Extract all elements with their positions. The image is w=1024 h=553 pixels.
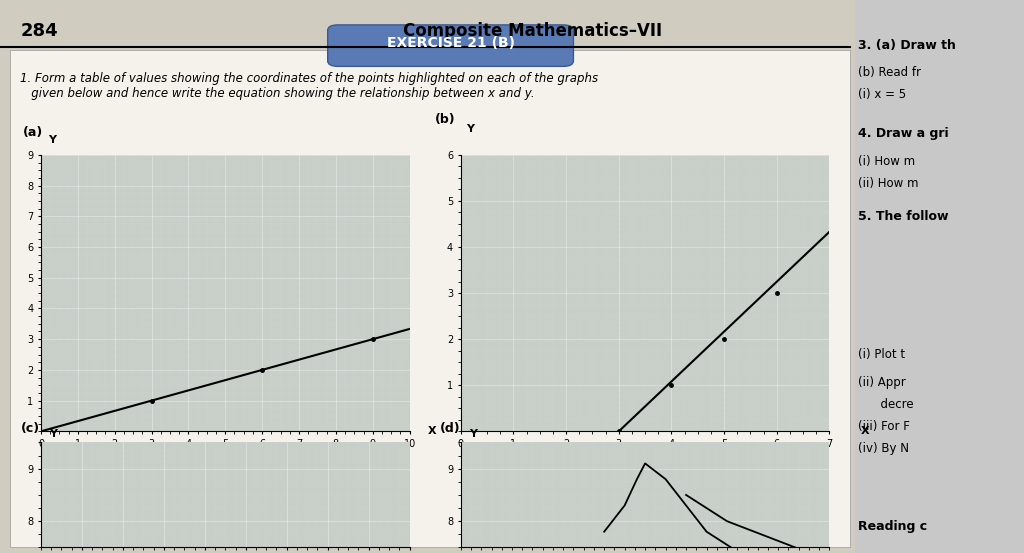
FancyBboxPatch shape	[855, 0, 1024, 553]
FancyBboxPatch shape	[10, 50, 850, 547]
Text: EXERCISE 21 (B): EXERCISE 21 (B)	[387, 36, 514, 50]
Text: X: X	[861, 426, 869, 436]
Text: Reading c: Reading c	[858, 520, 928, 533]
Text: 3. (a) Draw th: 3. (a) Draw th	[858, 39, 956, 52]
Text: Y: Y	[49, 429, 57, 439]
FancyBboxPatch shape	[328, 25, 573, 66]
Text: (i) x = 5: (i) x = 5	[858, 88, 906, 102]
Text: (b): (b)	[434, 113, 455, 126]
Text: 1. Form a table of values showing the coordinates of the points highlighted on e: 1. Form a table of values showing the co…	[20, 72, 599, 100]
Text: (iii) For F: (iii) For F	[858, 420, 910, 434]
Text: Y: Y	[48, 134, 56, 144]
Text: (c): (c)	[20, 422, 40, 435]
Text: (iv) By N: (iv) By N	[858, 442, 909, 456]
Text: (i) Plot t: (i) Plot t	[858, 348, 905, 362]
Text: Composite Mathematics–VII: Composite Mathematics–VII	[402, 22, 663, 40]
Text: 4. Draw a gri: 4. Draw a gri	[858, 127, 949, 140]
Text: X: X	[428, 426, 436, 436]
Text: 5. The follow: 5. The follow	[858, 210, 948, 223]
Text: (a): (a)	[23, 127, 43, 139]
Text: decre: decre	[858, 398, 913, 411]
Text: (i) How m: (i) How m	[858, 155, 915, 168]
Text: Y: Y	[469, 429, 477, 439]
Text: (d): (d)	[440, 422, 461, 435]
Text: (ii) How m: (ii) How m	[858, 177, 919, 190]
Text: (ii) Appr: (ii) Appr	[858, 376, 906, 389]
Text: (b) Read fr: (b) Read fr	[858, 66, 922, 80]
Text: Y: Y	[466, 124, 474, 134]
Text: 284: 284	[20, 22, 58, 40]
